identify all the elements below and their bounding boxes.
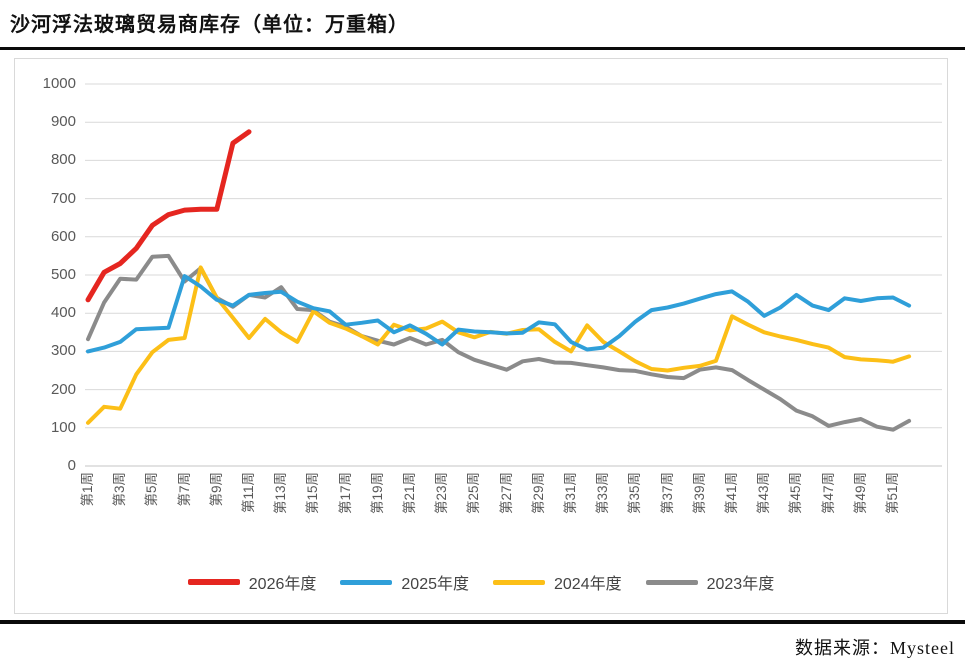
legend-label-2023年度: 2023年度 [706,576,775,593]
chart-legend: 2026年度 2025年度 2024年度 2023年度 [14,570,948,594]
x-tick-label-17: 第17周 [337,472,353,515]
x-tick-label-7: 第7周 [176,472,192,507]
y-tick-label-700: 700 [50,189,76,207]
legend-swatch-2023年度 [645,579,698,585]
legend-label-2026年度: 2026年度 [248,576,317,593]
data-source-label: 数据来源：Mysteel [795,638,955,658]
y-tick-label-300: 300 [50,342,76,360]
legend-item-2026年度: 2026年度 [187,570,317,594]
x-tick-label-15: 第15周 [305,472,321,515]
x-tick-label-31: 第31周 [563,472,578,515]
y-tick-label-800: 800 [50,151,76,169]
x-tick-label-49: 第49周 [852,472,868,515]
x-tick-label-1: 第1周 [80,472,95,507]
x-tick-label-37: 第37周 [659,472,675,515]
x-tick-label-21: 第21周 [402,472,417,515]
series-line-2026年度 [85,129,252,303]
y-tick-label-200: 200 [50,380,76,398]
legend-swatch-2025年度 [340,579,393,585]
x-tick-label-47: 第47周 [820,472,836,515]
x-tick-label-3: 第3周 [112,472,128,507]
x-tick-label-25: 第25周 [466,472,482,515]
legend-item-2023年度: 2023年度 [645,570,775,594]
y-tick-label-0: 0 [67,457,76,474]
x-tick-label-29: 第29周 [530,472,546,515]
legend-label-2025年度: 2025年度 [401,576,469,593]
x-tick-label-13: 第13周 [273,472,289,515]
y-tick-label-900: 900 [50,113,76,131]
legend-item-2025年度: 2025年度 [340,570,469,594]
y-tick-label-600: 600 [50,227,76,245]
y-tick-label-1000: 1000 [42,75,76,92]
legend-item-2024年度: 2024年度 [493,570,622,594]
x-tick-label-19: 第19周 [369,472,385,515]
legend-swatch-2026年度 [187,579,240,585]
y-tick-label-500: 500 [50,266,76,283]
x-tick-label-39: 第39周 [691,472,707,515]
series-line-2024年度 [86,265,912,425]
series-line-2025年度 [86,274,912,354]
x-tick-label-11: 第11周 [241,472,256,514]
x-tick-label-35: 第35周 [627,472,643,515]
x-tick-label-23: 第23周 [434,472,450,515]
legend-label-2024年度: 2024年度 [554,576,622,593]
series-line-2023年度 [86,253,912,432]
bottom-divider [0,620,965,624]
x-tick-label-9: 第9周 [208,472,224,507]
y-tick-label-100: 100 [50,418,76,436]
x-tick-label-5: 第5周 [144,472,160,507]
x-tick-label-41: 第41周 [724,472,739,515]
x-tick-label-45: 第45周 [788,472,804,515]
x-tick-label-33: 第33周 [595,472,611,515]
top-divider [0,47,965,50]
y-tick-label-400: 400 [50,304,76,322]
x-tick-label-43: 第43周 [756,472,772,515]
x-tick-label-51: 第51周 [885,472,900,515]
chart-title: 沙河浮法玻璃贸易商库存（单位：万重箱） [10,14,409,36]
legend-swatch-2024年度 [493,579,545,585]
x-tick-label-27: 第27周 [498,472,514,515]
